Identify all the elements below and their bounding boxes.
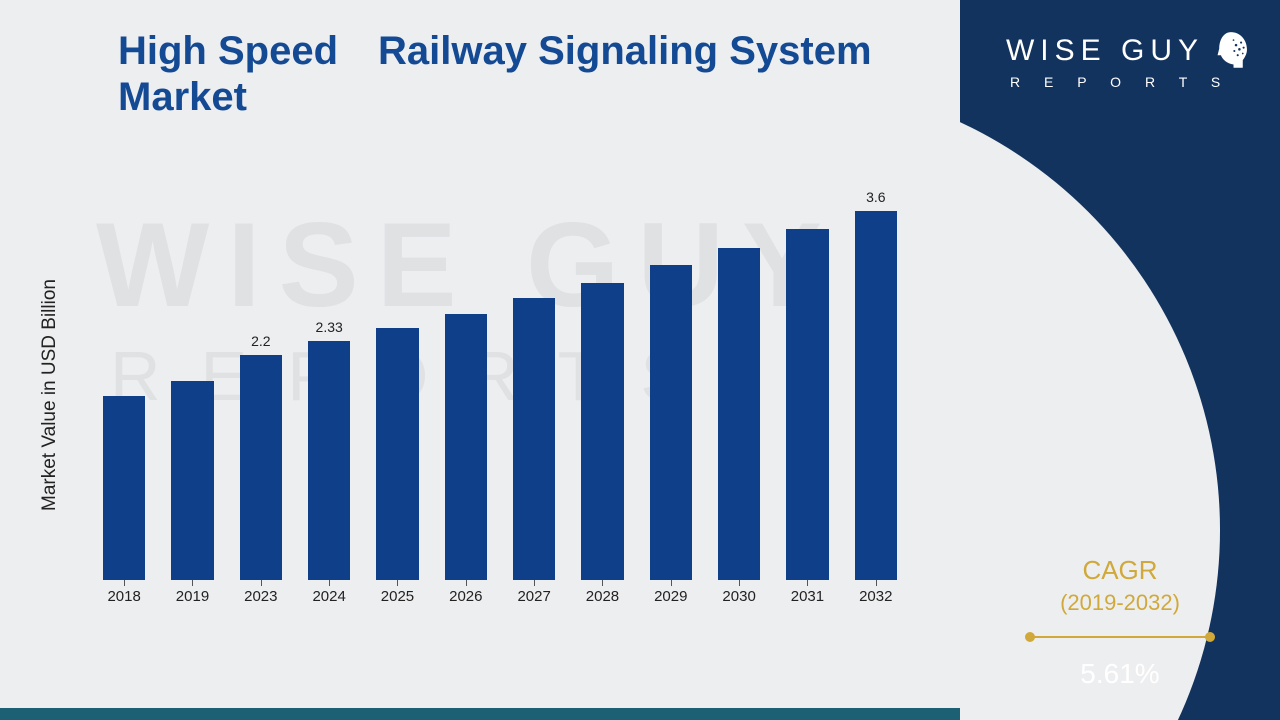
bar: [103, 396, 145, 581]
x-tick-label: 2030: [705, 580, 773, 620]
bar: [581, 283, 623, 580]
plot-area: 2.2 2.33 3.6: [90, 170, 910, 580]
logo-text-2: R E P O R T S: [1006, 74, 1252, 90]
bar: [786, 229, 828, 580]
cagr-label: CAGR: [960, 555, 1280, 586]
x-tick-label: 2026: [432, 580, 500, 620]
bar: [650, 265, 692, 580]
bar: [513, 298, 555, 580]
x-tick-label: 2018: [90, 580, 158, 620]
brand-logo: WISE GUY R E P O R T S: [1006, 30, 1252, 90]
bar: [718, 248, 760, 580]
bar-value-label: 3.6: [846, 189, 906, 205]
page-title: High Speed Railway Signaling System Mark…: [118, 28, 938, 120]
bar: [308, 341, 350, 580]
x-tick-label: 2031: [773, 580, 841, 620]
bar: [240, 355, 282, 581]
stage: WISE GUY R E P O R T S WISE GUY REPORTS …: [0, 0, 1280, 720]
y-axis-label: Market Value in USD Billion: [39, 279, 61, 511]
bar: [445, 314, 487, 581]
x-tick-label: 2027: [500, 580, 568, 620]
bar-chart: Market Value in USD Billion 2.22.333.6 2…: [60, 170, 910, 620]
bar: [376, 328, 418, 580]
x-tick-label: 2032: [842, 580, 910, 620]
bar: [171, 381, 213, 580]
bottom-strip: [0, 708, 960, 720]
cagr-divider: [1030, 636, 1210, 638]
bar-value-label: 2.33: [299, 319, 359, 335]
x-axis: 2018201920232024202520262027202820292030…: [90, 580, 910, 620]
x-tick-label: 2025: [363, 580, 431, 620]
logo-text-1: WISE GUY: [1006, 34, 1204, 68]
cagr-range: (2019-2032): [960, 590, 1280, 616]
cagr-value: 5.61%: [960, 658, 1280, 690]
bar-value-label: 2.2: [231, 333, 291, 349]
head-icon: [1210, 30, 1252, 72]
x-tick-label: 2023: [227, 580, 295, 620]
x-tick-label: 2024: [295, 580, 363, 620]
x-tick-label: 2029: [637, 580, 705, 620]
bar: [855, 211, 897, 580]
x-tick-label: 2019: [158, 580, 226, 620]
cagr-block: CAGR (2019-2032) 5.61%: [960, 555, 1280, 690]
x-tick-label: 2028: [568, 580, 636, 620]
